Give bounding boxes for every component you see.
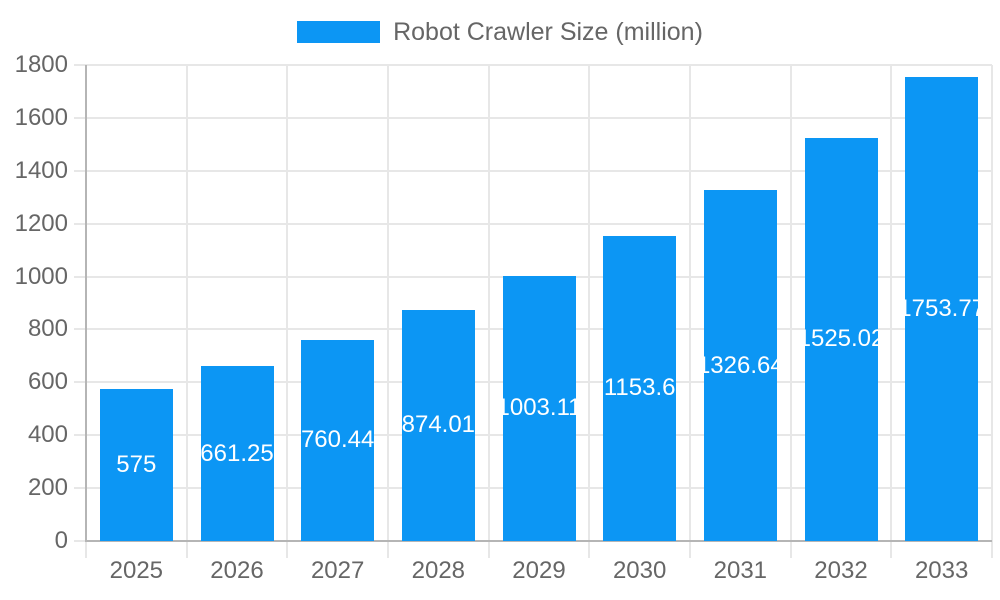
x-axis-label: 2033 [914, 557, 969, 584]
x-axis-label: 2025 [109, 557, 164, 584]
x-axis-label: 2031 [713, 557, 768, 584]
y-gridline [86, 169, 992, 172]
x-gridline [387, 65, 389, 558]
y-axis-label: 1000 [14, 262, 68, 290]
y-axis-label: 1400 [14, 156, 68, 184]
legend-item[interactable]: Robot Crawler Size (million) [297, 19, 703, 45]
bar-value-label: 1003.11 [502, 394, 576, 422]
bar-value-label: 1326.64 [704, 351, 777, 379]
x-gridline [991, 65, 993, 558]
legend-label: Robot Crawler Size (million) [393, 18, 703, 46]
bar-value-label: 1153.6 [603, 374, 676, 402]
x-axis-label: 2029 [512, 557, 566, 584]
x-gridline [890, 65, 893, 558]
x-axis-label: 2027 [310, 557, 365, 584]
y-tick [74, 381, 86, 384]
y-axis-label: 1600 [14, 103, 68, 131]
bar-value-label: 874.01 [401, 411, 475, 439]
x-axis-label: 2032 [814, 557, 868, 584]
x-gridline [789, 65, 792, 558]
y-axis-label: 1200 [14, 209, 68, 237]
bar[interactable] [502, 275, 576, 541]
y-axis-label: 200 [27, 474, 68, 502]
x-axis-line [85, 540, 992, 542]
bar[interactable] [200, 366, 274, 541]
x-axis-label: 2026 [210, 557, 264, 584]
y-tick [74, 434, 86, 437]
y-tick [74, 275, 86, 278]
y-gridline [86, 116, 992, 119]
bar[interactable] [99, 388, 173, 541]
bar[interactable] [401, 309, 475, 541]
x-axis-label: 2028 [411, 557, 466, 584]
bar-value-label: 1525.02 [805, 325, 878, 353]
y-axis-label: 600 [27, 368, 68, 396]
y-tick [74, 328, 86, 331]
bar-value-label: 575 [116, 450, 157, 478]
y-gridline [86, 222, 992, 225]
x-axis-label: 2030 [612, 557, 667, 584]
y-tick [74, 64, 86, 66]
legend: Robot Crawler Size (million) [0, 19, 1000, 45]
bar-value-label: 661.25 [200, 439, 274, 467]
y-tick [74, 116, 86, 119]
y-tick [74, 169, 86, 172]
x-gridline [689, 65, 691, 558]
bar[interactable] [905, 77, 979, 541]
y-axis-line [85, 65, 87, 542]
bar-value-label: 760.44 [301, 426, 375, 454]
y-tick [74, 487, 86, 490]
x-gridline [487, 65, 490, 558]
legend-swatch [297, 21, 381, 43]
bar[interactable] [804, 137, 878, 541]
x-gridline [286, 65, 289, 558]
bar[interactable] [603, 235, 677, 541]
bar[interactable] [703, 190, 777, 541]
y-axis-label: 1800 [14, 51, 68, 78]
y-axis-label: 800 [27, 315, 68, 343]
y-axis-label: 0 [54, 527, 68, 554]
y-tick [74, 540, 86, 542]
y-tick [74, 222, 86, 225]
bar-value-label: 1753.77 [905, 295, 978, 323]
x-gridline [185, 65, 188, 558]
bar[interactable] [301, 339, 375, 541]
y-axis-label: 400 [27, 421, 68, 449]
y-gridline [86, 64, 992, 66]
x-gridline [588, 65, 591, 558]
